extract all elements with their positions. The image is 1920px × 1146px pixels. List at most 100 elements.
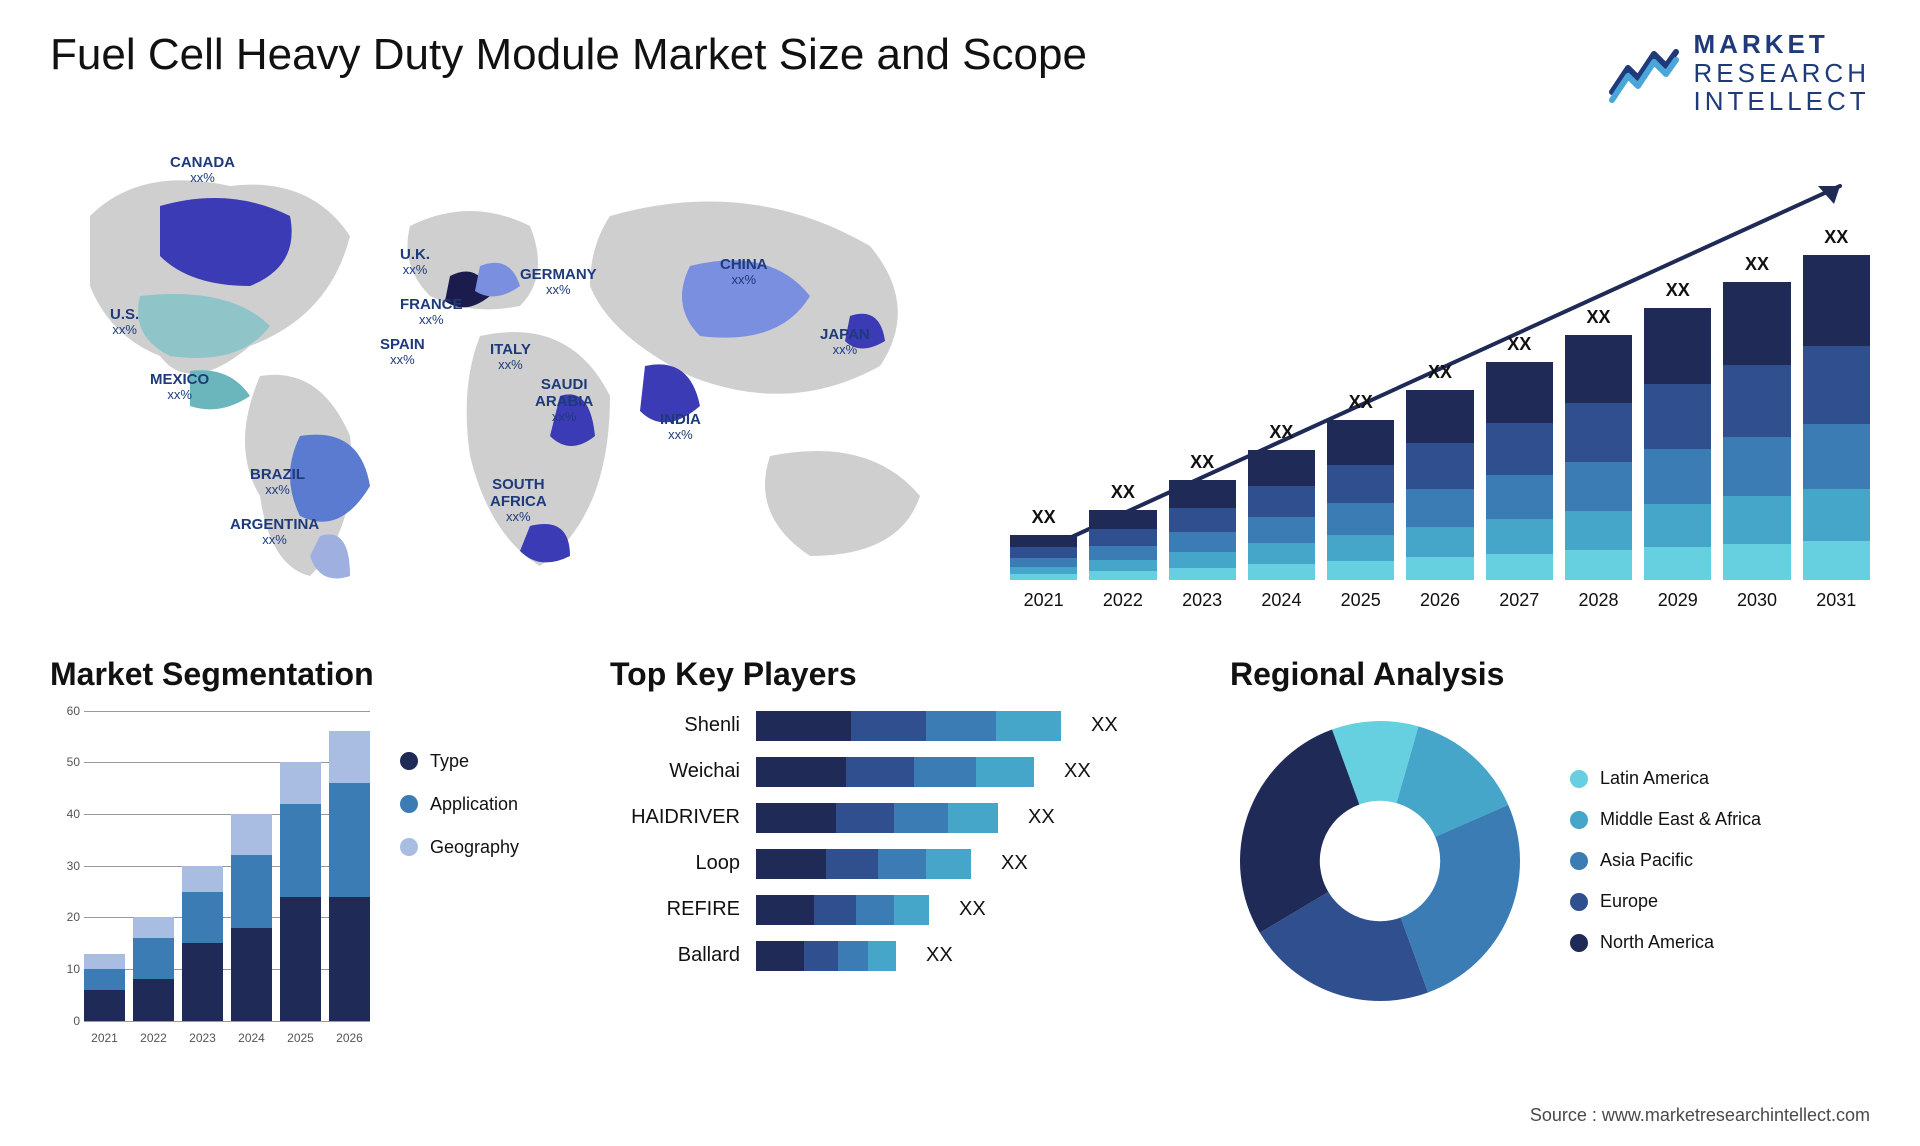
map-label: GERMANYxx%	[520, 266, 597, 298]
map-label: ARGENTINAxx%	[230, 516, 319, 548]
player-bar-segment	[756, 803, 836, 833]
player-row: BallardXX	[610, 941, 1190, 971]
player-bar	[756, 849, 971, 879]
source-credit: Source : www.marketresearchintellect.com	[1530, 1105, 1870, 1126]
legend-dot-icon	[400, 838, 418, 856]
map-country-name: ARGENTINA	[230, 516, 319, 533]
growth-bar-segment	[1644, 449, 1711, 503]
player-bar-segment	[926, 711, 996, 741]
legend-dot-icon	[1570, 770, 1588, 788]
segmentation-ytick: 0	[50, 1014, 80, 1028]
players-title: Top Key Players	[610, 656, 1190, 693]
growth-bar-top-label: XX	[1010, 507, 1077, 528]
map-country-pct: xx%	[400, 263, 430, 278]
growth-bar-segment	[1248, 486, 1315, 517]
growth-bar: XX	[1803, 255, 1870, 580]
segmentation-xaxis-label: 2022	[133, 1025, 174, 1051]
player-value: XX	[959, 898, 986, 921]
growth-bar-segment	[1644, 504, 1711, 548]
segmentation-ytick: 20	[50, 910, 80, 924]
segmentation-legend-item: Geography	[400, 837, 519, 858]
player-bar-segment	[756, 711, 851, 741]
legend-label: Europe	[1600, 891, 1658, 912]
growth-bar-segment	[1169, 532, 1236, 552]
regional-legend-item: North America	[1570, 932, 1761, 953]
player-value: XX	[1064, 760, 1091, 783]
map-country-pct: xx%	[820, 343, 870, 358]
growth-bar-segment	[1010, 574, 1077, 579]
player-row: ShenliXX	[610, 711, 1190, 741]
map-country-pct: xx%	[520, 283, 597, 298]
map-country-pct: xx%	[250, 483, 305, 498]
growth-bar-top-label: XX	[1248, 422, 1315, 443]
map-country-pct: xx%	[490, 358, 531, 373]
player-name: Shenli	[610, 714, 740, 737]
growth-xaxis-label: 2028	[1565, 584, 1632, 616]
world-map: CANADAxx%U.S.xx%MEXICOxx%BRAZILxx%ARGENT…	[50, 136, 970, 616]
growth-bar-segment	[1565, 550, 1632, 579]
growth-bar-top-label: XX	[1169, 452, 1236, 473]
growth-bar-segment	[1327, 561, 1394, 580]
player-row: WeichaiXX	[610, 757, 1190, 787]
growth-bar: XX	[1169, 480, 1236, 580]
map-country-name: GERMANY	[520, 266, 597, 283]
growth-bar-segment	[1010, 535, 1077, 548]
player-bar-segment	[856, 895, 894, 925]
growth-bar-segment	[1723, 282, 1790, 365]
segmentation-bar	[182, 866, 223, 1021]
map-country-name: BRAZIL	[250, 466, 305, 483]
growth-bar-segment	[1486, 554, 1553, 580]
player-value: XX	[1001, 852, 1028, 875]
growth-chart: XXXXXXXXXXXXXXXXXXXXXX 20212022202320242…	[1010, 136, 1870, 616]
map-country-name: SPAIN	[380, 336, 425, 353]
player-bar-segment	[914, 757, 976, 787]
segmentation-legend-item: Application	[400, 794, 519, 815]
segmentation-bar-segment	[182, 892, 223, 944]
player-bar-segment	[756, 757, 846, 787]
growth-bar-segment	[1723, 496, 1790, 544]
segmentation-bar-segment	[84, 969, 125, 990]
regional-legend: Latin AmericaMiddle East & AfricaAsia Pa…	[1570, 768, 1761, 953]
segmentation-legend-item: Type	[400, 751, 519, 772]
growth-bar-segment	[1089, 546, 1156, 560]
player-bar	[756, 711, 1061, 741]
growth-xaxis-label: 2025	[1327, 584, 1394, 616]
map-country-name: SAUDI ARABIA	[535, 376, 593, 410]
segmentation-bar-segment	[231, 814, 272, 855]
player-bar-segment	[756, 941, 804, 971]
growth-bar-segment	[1169, 552, 1236, 568]
legend-dot-icon	[1570, 893, 1588, 911]
regional-legend-item: Asia Pacific	[1570, 850, 1761, 871]
segmentation-legend: Type Application Geography	[400, 711, 519, 1051]
growth-xaxis-label: 2029	[1644, 584, 1711, 616]
legend-dot-icon	[1570, 811, 1588, 829]
growth-bar: XX	[1406, 390, 1473, 580]
growth-bar-segment	[1327, 503, 1394, 535]
map-country-name: JAPAN	[820, 326, 870, 343]
growth-bar-segment	[1803, 541, 1870, 580]
growth-bar-segment	[1089, 560, 1156, 571]
growth-bar-segment	[1248, 564, 1315, 580]
growth-bar: XX	[1327, 420, 1394, 580]
map-label: U.K.xx%	[400, 246, 430, 278]
map-label: ITALYxx%	[490, 341, 531, 373]
growth-bar-segment	[1486, 423, 1553, 475]
player-bar	[756, 803, 998, 833]
growth-xaxis-label: 2022	[1089, 584, 1156, 616]
player-bar-segment	[804, 941, 838, 971]
map-label: MEXICOxx%	[150, 371, 209, 403]
player-bar-segment	[756, 895, 814, 925]
growth-bar-segment	[1406, 557, 1473, 580]
logo-text: MARKET RESEARCH INTELLECT	[1694, 30, 1870, 116]
header: Fuel Cell Heavy Duty Module Market Size …	[50, 30, 1870, 116]
player-bar	[756, 941, 896, 971]
growth-bar-top-label: XX	[1327, 392, 1394, 413]
regional-legend-item: Middle East & Africa	[1570, 809, 1761, 830]
player-bar-segment	[976, 757, 1034, 787]
logo-line3: INTELLECT	[1694, 87, 1870, 116]
growth-bar-segment	[1565, 403, 1632, 462]
growth-bar-segment	[1089, 571, 1156, 579]
growth-bar: XX	[1486, 362, 1553, 580]
growth-bar-segment	[1089, 529, 1156, 546]
map-label: SPAINxx%	[380, 336, 425, 368]
